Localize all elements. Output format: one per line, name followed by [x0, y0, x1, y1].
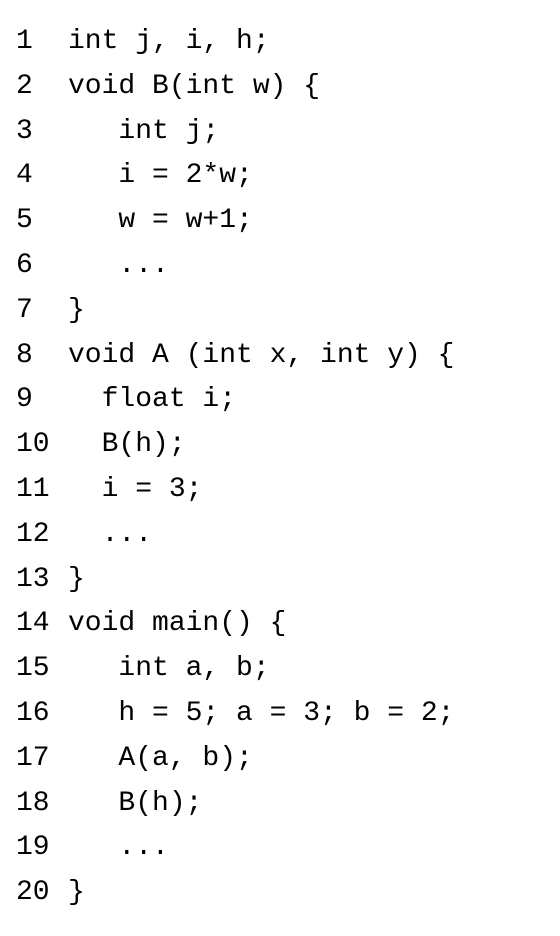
code-text: void B(int w) { [68, 65, 320, 110]
line-number: 17 [10, 737, 68, 782]
code-line: 14 void main() { [10, 602, 550, 647]
line-number: 11 [10, 468, 68, 513]
line-number: 16 [10, 692, 68, 737]
line-number: 3 [10, 110, 68, 155]
code-line: 15 int a, b; [10, 647, 550, 692]
code-line: 16 h = 5; a = 3; b = 2; [10, 692, 550, 737]
code-text: w = w+1; [68, 199, 253, 244]
line-number: 7 [10, 289, 68, 334]
line-number: 4 [10, 154, 68, 199]
code-text: void A (int x, int y) { [68, 334, 454, 379]
line-number: 13 [10, 558, 68, 603]
code-text: h = 5; a = 3; b = 2; [68, 692, 454, 737]
code-text: } [68, 289, 85, 334]
code-listing: 1 int j, i, h; 2 void B(int w) { 3 int j… [10, 20, 550, 916]
code-line: 17 A(a, b); [10, 737, 550, 782]
code-line: 9 float i; [10, 378, 550, 423]
line-number: 18 [10, 782, 68, 827]
code-line: 7 } [10, 289, 550, 334]
code-text: int j, i, h; [68, 20, 270, 65]
code-text: A(a, b); [68, 737, 253, 782]
code-text: B(h); [68, 423, 186, 468]
code-line: 10 B(h); [10, 423, 550, 468]
code-text: ... [68, 244, 169, 289]
line-number: 2 [10, 65, 68, 110]
code-text: i = 2*w; [68, 154, 253, 199]
code-text: } [68, 558, 85, 603]
line-number: 14 [10, 602, 68, 647]
code-line: 4 i = 2*w; [10, 154, 550, 199]
code-text: } [68, 871, 85, 916]
code-text: int a, b; [68, 647, 270, 692]
code-line: 8 void A (int x, int y) { [10, 334, 550, 379]
line-number: 12 [10, 513, 68, 558]
code-text: ... [68, 513, 152, 558]
code-text: i = 3; [68, 468, 202, 513]
line-number: 15 [10, 647, 68, 692]
line-number: 10 [10, 423, 68, 468]
line-number: 19 [10, 826, 68, 871]
line-number: 6 [10, 244, 68, 289]
code-text: float i; [68, 378, 236, 423]
code-line: 3 int j; [10, 110, 550, 155]
code-line: 13 } [10, 558, 550, 603]
line-number: 20 [10, 871, 68, 916]
code-line: 5 w = w+1; [10, 199, 550, 244]
code-line: 19 ... [10, 826, 550, 871]
code-line: 2 void B(int w) { [10, 65, 550, 110]
line-number: 5 [10, 199, 68, 244]
line-number: 1 [10, 20, 68, 65]
code-text: B(h); [68, 782, 202, 827]
code-line: 12 ... [10, 513, 550, 558]
code-text: int j; [68, 110, 219, 155]
code-line: 20 } [10, 871, 550, 916]
code-line: 6 ... [10, 244, 550, 289]
line-number: 9 [10, 378, 68, 423]
code-line: 11 i = 3; [10, 468, 550, 513]
code-line: 18 B(h); [10, 782, 550, 827]
code-line: 1 int j, i, h; [10, 20, 550, 65]
code-text: void main() { [68, 602, 286, 647]
line-number: 8 [10, 334, 68, 379]
code-text: ... [68, 826, 169, 871]
